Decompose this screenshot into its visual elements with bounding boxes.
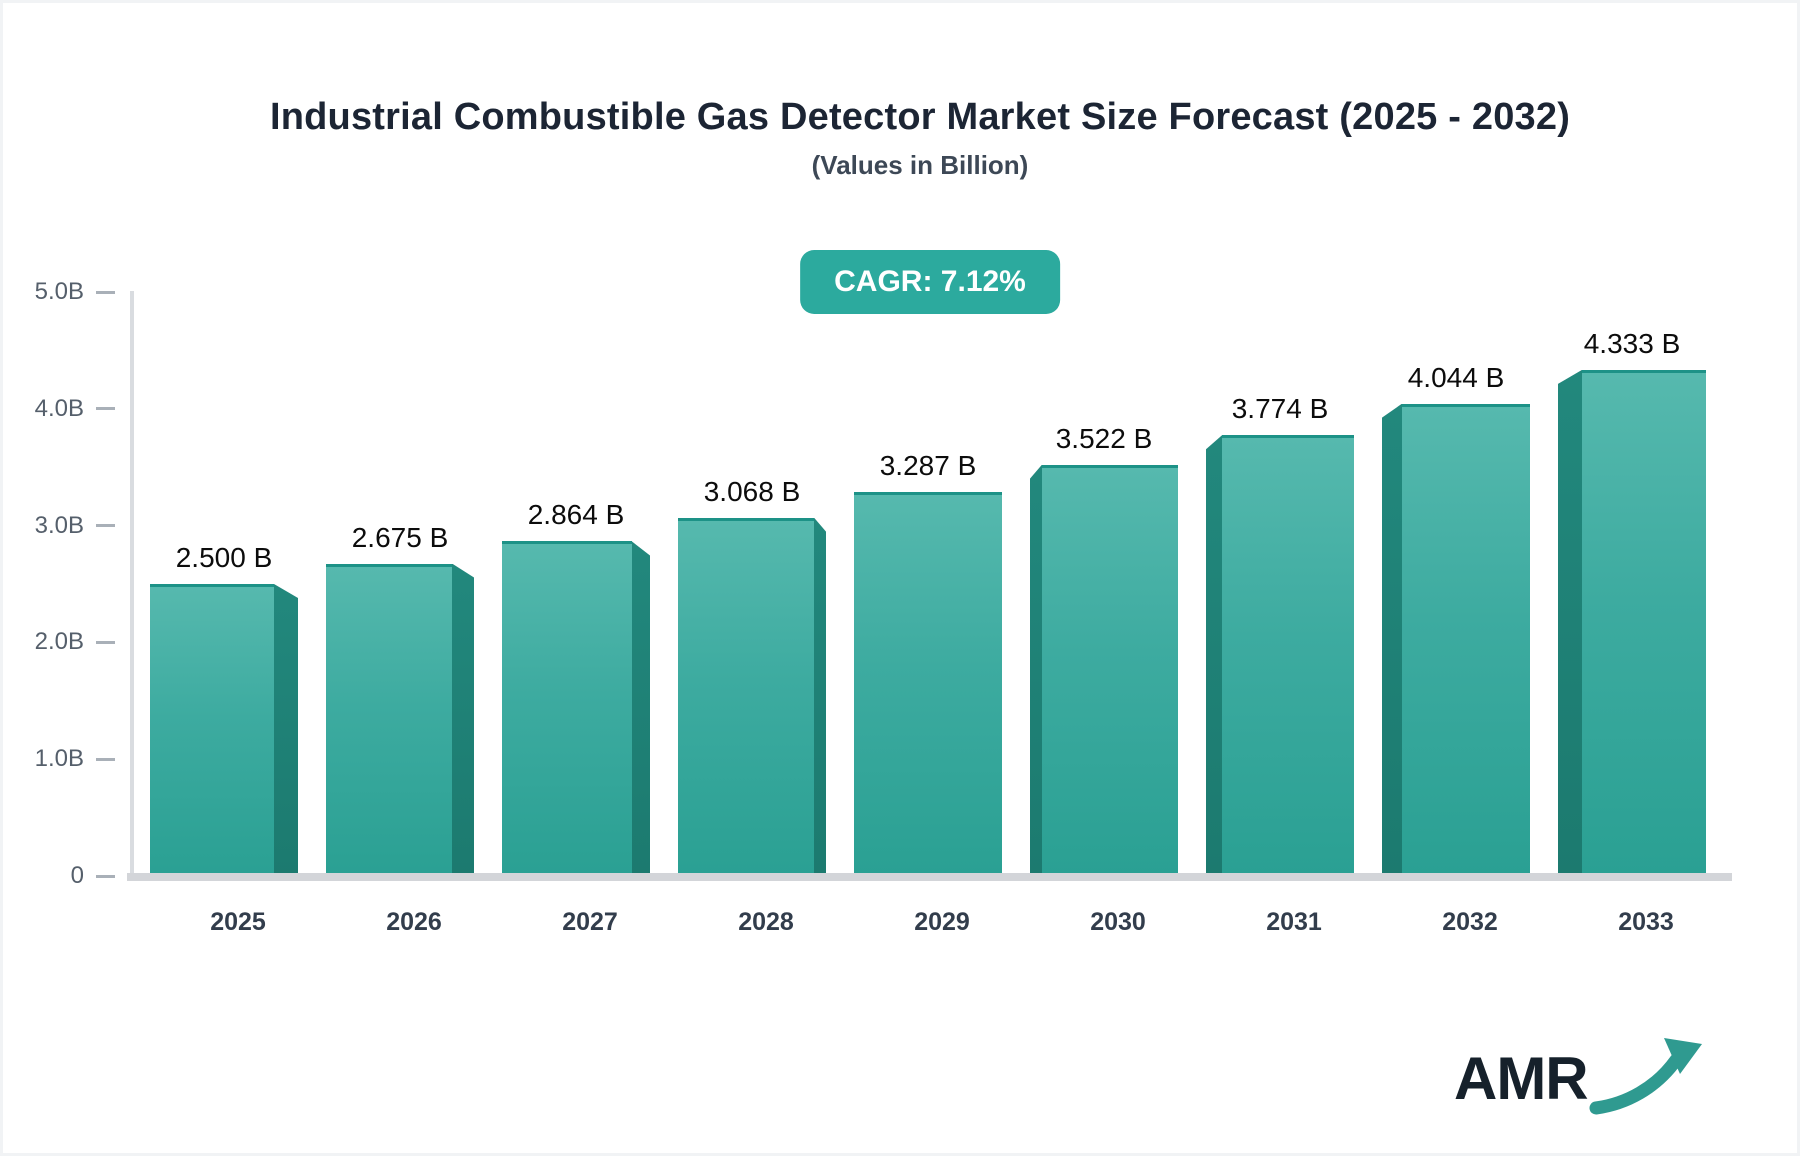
x-axis-label-2028: 2028 (738, 908, 794, 936)
bar-side-face-2033 (1558, 369, 1582, 876)
bar-value-label-2030: 3.522 B (1055, 422, 1153, 454)
bar-2028 (678, 517, 814, 876)
y-axis-tick-mark (96, 757, 115, 761)
x-axis-label-2029: 2029 (914, 908, 970, 936)
x-axis-label-2031: 2031 (1266, 908, 1322, 936)
bar-2027 (502, 541, 632, 876)
bar-side-face-2026 (452, 563, 474, 876)
bar-value-label-2032: 4.044 B (1407, 361, 1505, 393)
y-axis-tick-mark (96, 407, 115, 411)
bar-side-face-2027 (632, 541, 650, 876)
cagr-badge: CAGR: 7.12% (800, 250, 1060, 314)
bar-value-label-2026: 2.675 B (351, 521, 449, 553)
amr-logo-text: AMR (1454, 1045, 1589, 1112)
bar-2032 (1402, 403, 1530, 876)
bar-value-label-2027: 2.864 B (527, 499, 625, 531)
y-axis-tick-label: 3.0B (34, 511, 84, 539)
x-axis-label-2027: 2027 (562, 908, 618, 936)
y-axis-tick-mark (96, 874, 115, 878)
x-axis-label-2032: 2032 (1442, 908, 1498, 936)
x-axis-label-2033: 2033 (1618, 908, 1674, 936)
bar-2031 (1222, 435, 1354, 876)
x-axis-label-2030: 2030 (1090, 908, 1146, 936)
bar-value-label-2031: 3.774 B (1231, 393, 1329, 425)
y-axis-tick-label: 1.0B (34, 745, 84, 773)
y-axis-tick-label: 2.0B (34, 628, 84, 656)
bar-value-label-2028: 3.068 B (703, 475, 801, 507)
trending-up-arrow-icon (1589, 1038, 1702, 1115)
bar-2029 (854, 492, 1002, 876)
y-axis-tick-mark (96, 640, 115, 644)
bar-side-face-2025 (274, 584, 298, 876)
bar-2026 (326, 563, 452, 876)
amr-logo: AMR (1454, 1032, 1704, 1122)
x-axis-baseline (127, 873, 1732, 881)
bar-value-label-2033: 4.333 B (1583, 327, 1681, 359)
bar-side-face-2028 (814, 517, 826, 876)
bar-2030 (1042, 464, 1178, 876)
y-axis-tick-label: 4.0B (34, 394, 84, 422)
x-axis-label-2025: 2025 (210, 908, 266, 936)
chart-subtitle: (Values in Billion) (811, 150, 1029, 180)
chart-title: Industrial Combustible Gas Detector Mark… (269, 96, 1571, 138)
y-axis-tick-label: 0 (70, 862, 84, 889)
bar-value-label-2029: 3.287 B (879, 450, 977, 482)
bar-2025 (150, 584, 274, 876)
bar-side-face-2032 (1382, 403, 1402, 876)
y-axis-tick-mark (96, 290, 115, 294)
bar-2033 (1582, 369, 1706, 876)
y-axis-tick-label: 5.0B (34, 278, 84, 305)
y-axis-line (130, 291, 134, 880)
bar-value-label-2025: 2.500 B (175, 542, 273, 573)
bar-side-face-2030 (1030, 464, 1042, 876)
y-axis-tick-mark (96, 524, 115, 528)
bar-side-face-2031 (1206, 435, 1222, 876)
x-axis-label-2026: 2026 (386, 908, 442, 936)
